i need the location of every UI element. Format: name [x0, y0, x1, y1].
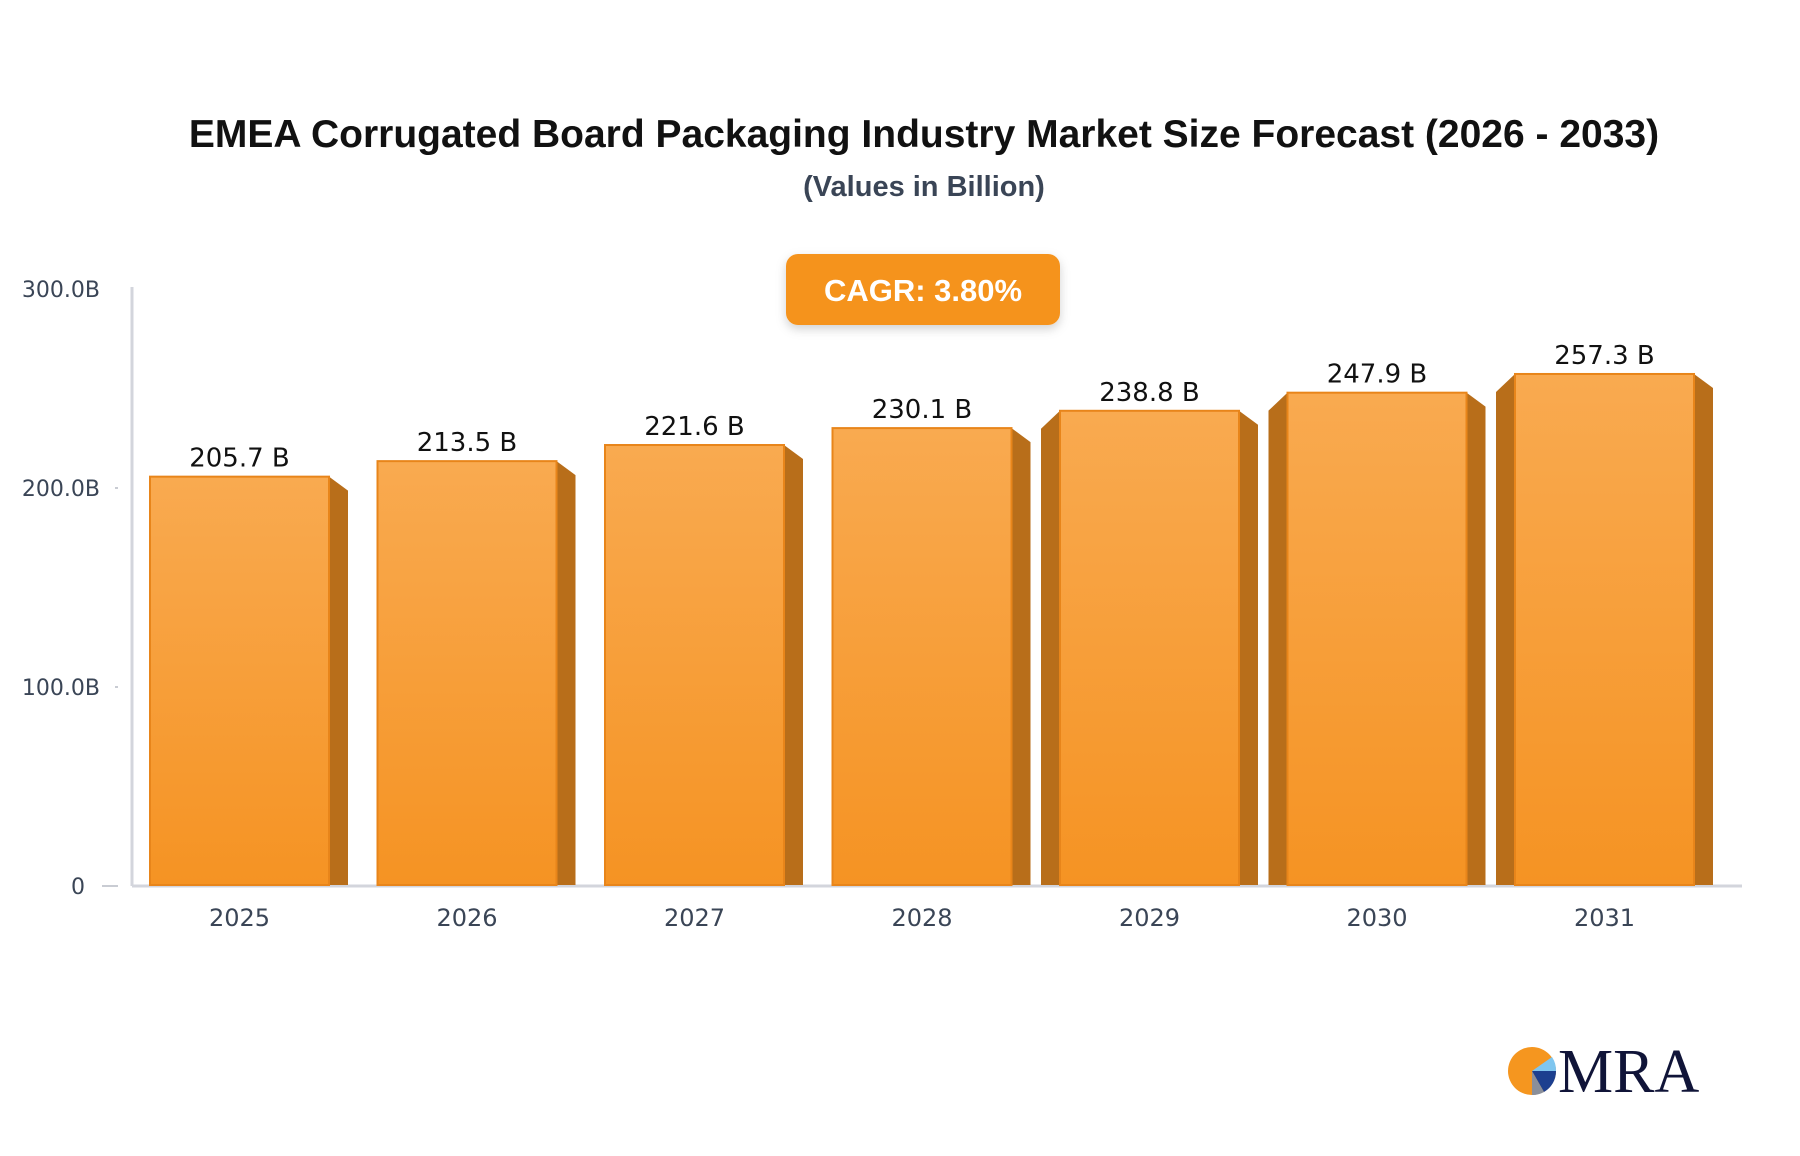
bar-2025	[149, 475, 330, 886]
x-tick-label: 2027	[664, 904, 725, 932]
y-tick-label: 200.0B	[22, 477, 100, 502]
bar-side	[1239, 410, 1258, 885]
x-tick-label: 2029	[1119, 904, 1180, 932]
cagr-label: CAGR: 3.80%	[824, 273, 1022, 308]
x-tick-label: 2030	[1346, 904, 1407, 932]
bar-side	[1694, 373, 1713, 885]
bar-2030	[1286, 391, 1468, 886]
bar-side	[329, 476, 348, 885]
x-tick-label: 2026	[436, 904, 497, 932]
chart-subtitle: (Values in Billion)	[803, 171, 1045, 203]
logo-text: MRA	[1558, 1038, 1699, 1106]
data-label: 230.1 B	[872, 395, 973, 425]
bar-side	[1011, 428, 1031, 885]
bar-side	[556, 461, 576, 885]
y-tick-label: 0	[71, 875, 85, 900]
bar-2029	[1059, 409, 1240, 886]
x-tick-label: 2028	[891, 904, 952, 932]
mra-logo: MRA	[1508, 1038, 1699, 1106]
chart-title: EMEA Corrugated Board Packaging Industry…	[189, 113, 1659, 156]
data-label: 238.8 B	[1099, 378, 1200, 408]
x-tick-label: 2025	[209, 904, 270, 932]
bar-side	[784, 445, 803, 885]
bar-side	[1496, 373, 1515, 885]
bar-side	[1466, 392, 1486, 885]
data-label: 213.5 B	[417, 428, 518, 458]
data-label: 257.3 B	[1554, 341, 1655, 371]
cagr-badge: CAGR: 3.80%	[786, 254, 1060, 325]
y-tick-label: 300.0B	[22, 278, 100, 303]
bar-2031	[1514, 372, 1695, 886]
data-label: 205.7 B	[189, 444, 290, 474]
bar-2028	[831, 427, 1013, 886]
x-tick-label: 2031	[1574, 904, 1635, 932]
bar-side	[1041, 410, 1060, 885]
data-label: 221.6 B	[644, 412, 745, 442]
bar-2026	[376, 460, 558, 886]
data-label: 247.9 B	[1327, 360, 1428, 390]
bar-side	[1268, 392, 1288, 885]
bar-2027	[604, 444, 785, 886]
y-tick-label: 100.0B	[22, 676, 100, 701]
